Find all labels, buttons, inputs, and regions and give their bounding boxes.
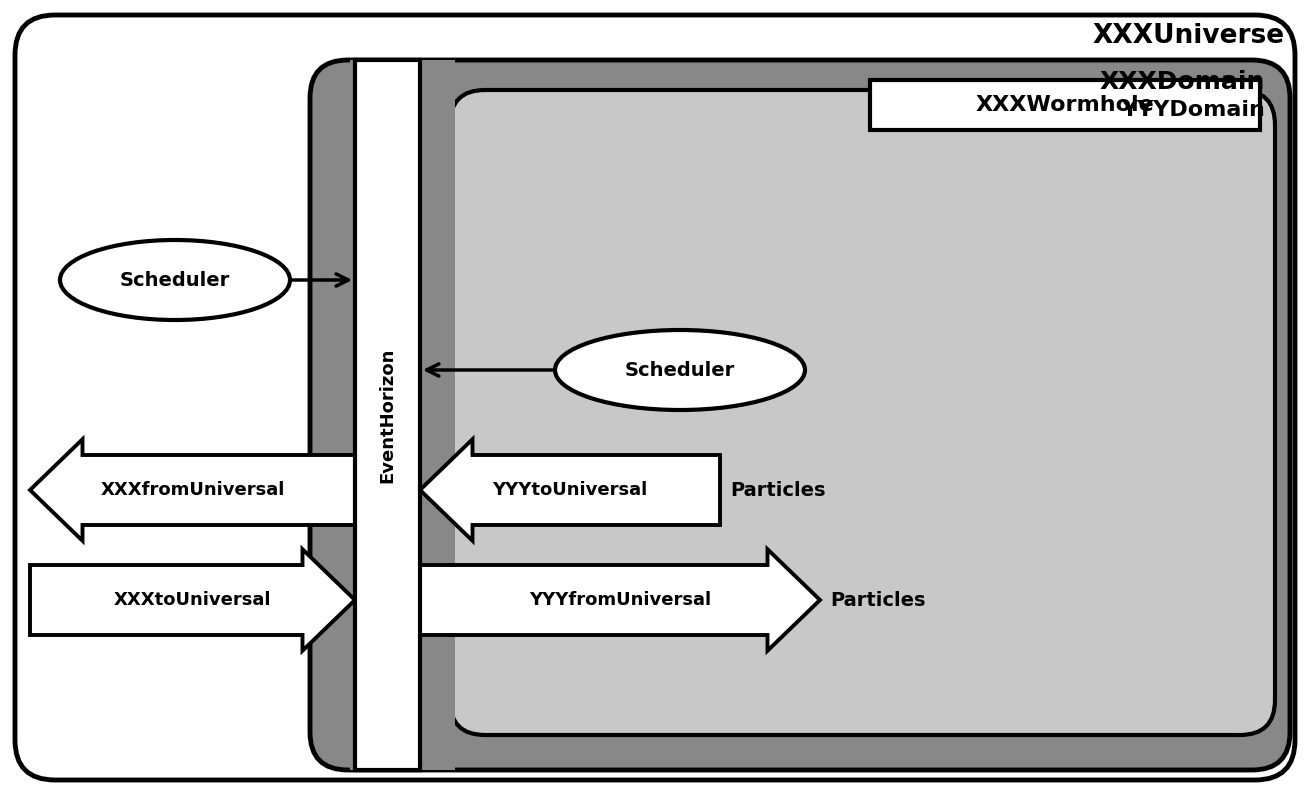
Bar — [355, 60, 420, 770]
Bar — [355, 60, 420, 770]
Text: XXXDomain: XXXDomain — [1100, 70, 1265, 94]
Text: EventHorizon: EventHorizon — [379, 347, 396, 483]
Text: YYYDomain: YYYDomain — [1121, 100, 1265, 120]
Polygon shape — [420, 549, 819, 650]
Text: YYYfromUniversal: YYYfromUniversal — [528, 591, 711, 609]
Text: Particles: Particles — [730, 481, 826, 500]
FancyBboxPatch shape — [14, 15, 1295, 780]
Text: XXXfromUniversal: XXXfromUniversal — [101, 481, 284, 499]
Ellipse shape — [60, 240, 290, 320]
Text: Scheduler: Scheduler — [625, 360, 735, 379]
Polygon shape — [30, 549, 355, 650]
Ellipse shape — [555, 330, 805, 410]
Text: XXXUniverse: XXXUniverse — [1093, 23, 1285, 49]
Polygon shape — [420, 439, 720, 540]
Text: YYYtoUniversal: YYYtoUniversal — [493, 481, 648, 499]
Text: Particles: Particles — [830, 591, 926, 610]
FancyBboxPatch shape — [450, 90, 1276, 735]
Bar — [871, 80, 1260, 130]
Text: EventHorizon: EventHorizon — [379, 347, 396, 483]
Polygon shape — [30, 439, 355, 540]
Text: XXXWormhole: XXXWormhole — [975, 95, 1155, 115]
Text: Scheduler: Scheduler — [119, 270, 231, 289]
Bar — [350, 60, 455, 770]
Text: XXXtoUniversal: XXXtoUniversal — [114, 591, 271, 609]
FancyBboxPatch shape — [309, 60, 1290, 770]
